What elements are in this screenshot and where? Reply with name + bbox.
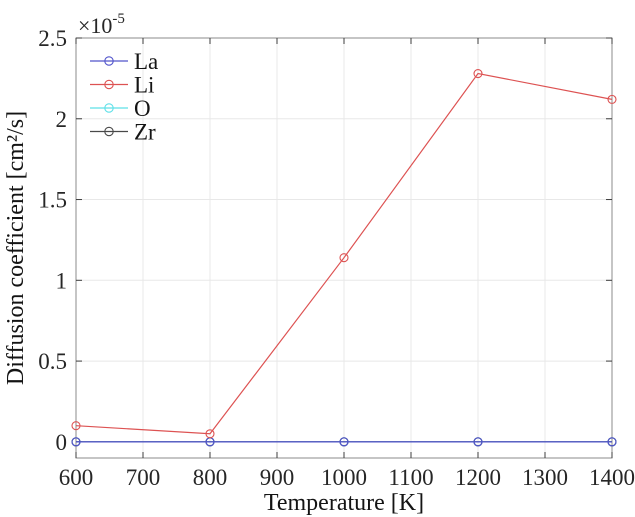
plot-area: 600 700 800 900 1000 1100 1200 1300 1400 0 0.5 1 1.5…	[38, 26, 635, 490]
legend-marker-sample	[104, 103, 114, 113]
y-tick-label: 1	[56, 268, 68, 293]
data-point-marker	[205, 429, 215, 439]
data-point-marker	[339, 437, 349, 447]
data-point-marker	[339, 253, 349, 263]
y-axis-label: Diffusion coefficient [cm²/s]	[3, 111, 29, 385]
legend-item-la: La	[90, 49, 158, 74]
x-tick-label: 1000	[321, 465, 367, 490]
data-point-marker	[607, 94, 617, 104]
y-tick-label: 0	[56, 430, 68, 455]
x-tick-label: 900	[260, 465, 295, 490]
x-tick-label: 1100	[388, 465, 433, 490]
x-axis-label: Temperature [K]	[264, 490, 424, 516]
gridlines	[76, 38, 612, 458]
x-tick-label: 800	[193, 465, 228, 490]
exponent-base: ×10	[78, 13, 112, 38]
legend-item-o: O	[90, 96, 151, 121]
legend-label: Li	[134, 73, 154, 98]
data-point-marker	[71, 437, 81, 447]
legend-label: O	[134, 96, 151, 121]
y-tick-label: 2	[56, 107, 68, 132]
data-point-marker	[473, 437, 483, 447]
x-tick-label: 700	[126, 465, 161, 490]
x-tick-label: 1200	[455, 465, 501, 490]
legend-label: Zr	[134, 120, 156, 145]
tick-marks	[75, 37, 613, 458]
data-point-marker	[473, 68, 483, 79]
legend-item-zr: Zr	[90, 120, 156, 145]
legend-item-li: Li	[90, 73, 154, 98]
data-point-marker	[607, 437, 617, 447]
y-tick-label: 2.5	[38, 26, 67, 51]
y-tick-label: 1.5	[38, 188, 67, 213]
legend-marker-sample	[104, 79, 114, 90]
data-point-marker	[71, 421, 81, 431]
exponent-superscript: -5	[112, 11, 125, 27]
x-tick-label: 600	[59, 465, 94, 490]
x-tick-label: 1400	[589, 465, 635, 490]
series-la	[71, 437, 617, 447]
series-line	[75, 72, 613, 435]
legend-marker-sample	[104, 126, 114, 137]
series-li	[71, 68, 617, 439]
y-tick-label: 0.5	[38, 349, 67, 374]
legend-label: La	[134, 49, 158, 74]
legend-marker-sample	[104, 56, 114, 66]
y-axis-exponent: ×10-5	[78, 11, 125, 38]
x-tick-label: 1300	[522, 465, 568, 490]
